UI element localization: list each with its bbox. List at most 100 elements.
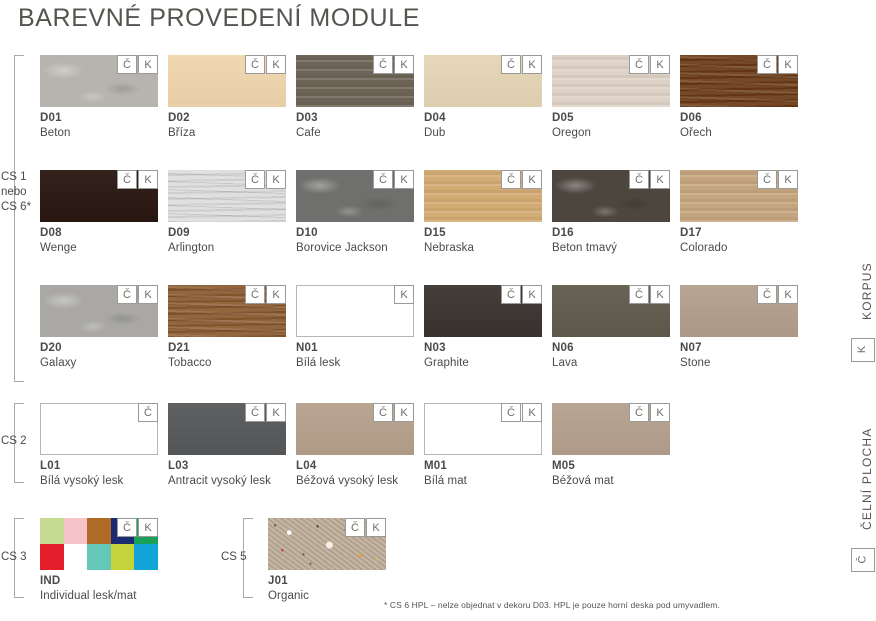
swatch-cell[interactable]: Č K D20 Galaxy	[40, 285, 158, 369]
badge-korpus: K	[138, 170, 158, 189]
swatch-cell[interactable]: Č K N03 Graphite	[424, 285, 542, 369]
swatch-cell[interactable]: Č L01 Bílá vysoký lesk	[40, 403, 158, 487]
swatch-name: Bílá lesk	[296, 357, 341, 369]
palette-swatch	[40, 544, 64, 570]
legend-korpus-badge: K	[851, 338, 875, 362]
swatch-name: Beton	[40, 127, 71, 139]
swatch-cell[interactable]: Č K L03 Antracit vysoký lesk	[168, 403, 286, 487]
badge-front: Č	[757, 55, 777, 74]
swatch-cell[interactable]: Č K M05 Béžová mat	[552, 403, 670, 487]
swatch-code: D01	[40, 112, 62, 124]
swatch-code: D08	[40, 227, 62, 239]
swatch-tile[interactable]: Č	[40, 403, 158, 455]
palette-swatch	[134, 544, 158, 570]
badge-front: Č	[501, 403, 521, 422]
badge-front: Č	[117, 55, 137, 74]
badge-front: Č	[373, 403, 393, 422]
swatch-cell[interactable]: Č K D10 Borovice Jackson	[296, 170, 414, 254]
swatch-cell[interactable]: Č K D21 Tobacco	[168, 285, 286, 369]
badge-front: Č	[138, 403, 158, 422]
group-label-cs1-line3: CS 6*	[1, 201, 32, 213]
swatch-cell[interactable]: Č K D05 Oregon	[552, 55, 670, 139]
swatch-tile[interactable]: K	[296, 285, 414, 337]
swatch-code: L03	[168, 460, 189, 472]
swatch-cell[interactable]: Č K D15 Nebraska	[424, 170, 542, 254]
swatch-cell[interactable]: Č K J01 Organic	[268, 518, 386, 602]
badge-front: Č	[629, 285, 649, 304]
swatch-cell[interactable]: Č K D01 Beton	[40, 55, 158, 139]
swatch-cell[interactable]: Č K D03 Cafe	[296, 55, 414, 139]
swatch-code: D05	[552, 112, 574, 124]
swatch-code: D06	[680, 112, 702, 124]
swatch-cell[interactable]: Č K D06 Ořech	[680, 55, 798, 139]
swatch-cell[interactable]: Č K D04 Dub	[424, 55, 542, 139]
group-label-cs1: CS 1 nebo CS 6*	[1, 170, 31, 215]
legend-front-badge: Č	[851, 548, 875, 572]
badge-korpus: K	[778, 55, 798, 74]
palette-swatch	[63, 518, 88, 544]
badge-korpus: K	[138, 55, 158, 74]
swatch-cell[interactable]: Č K D02 Bříza	[168, 55, 286, 139]
swatch-cell[interactable]: Č K D09 Arlington	[168, 170, 286, 254]
badge-front: Č	[501, 170, 521, 189]
badge-front: Č	[501, 285, 521, 304]
swatch-cell[interactable]: Č K D16 Beton tmavý	[552, 170, 670, 254]
swatch-code: L01	[40, 460, 61, 472]
swatch-cell[interactable]: Č K IND Individual lesk/mat	[40, 518, 158, 602]
badge-front: Č	[629, 170, 649, 189]
group-label-cs3-line1: CS 3	[1, 551, 27, 563]
badge-korpus: K	[650, 403, 670, 422]
swatch-cell[interactable]: Č K M01 Bílá mat	[424, 403, 542, 487]
swatch-name: Lava	[552, 357, 578, 369]
badge-korpus: K	[778, 285, 798, 304]
badge-korpus: K	[650, 55, 670, 74]
swatch-name: Arlington	[168, 242, 215, 254]
legend-korpus-badge-letter: K	[856, 345, 869, 354]
badge-korpus: K	[778, 170, 798, 189]
swatch-code: D02	[168, 112, 190, 124]
swatch-cell[interactable]: Č K N06 Lava	[552, 285, 670, 369]
badge-front: Č	[501, 55, 521, 74]
palette-swatch	[63, 544, 88, 570]
swatch-cell[interactable]: Č K L04 Béžová vysoký lesk	[296, 403, 414, 487]
swatch-cell[interactable]: Č K D17 Colorado	[680, 170, 798, 254]
swatch-code: D03	[296, 112, 318, 124]
swatch-name: Stone	[680, 357, 711, 369]
swatch-cell[interactable]: K N01 Bílá lesk	[296, 285, 414, 369]
swatch-name: Ořech	[680, 127, 712, 139]
swatch-cell[interactable]: Č K N07 Stone	[680, 285, 798, 369]
palette-swatch	[87, 518, 111, 544]
swatch-cell[interactable]: Č K D08 Wenge	[40, 170, 158, 254]
